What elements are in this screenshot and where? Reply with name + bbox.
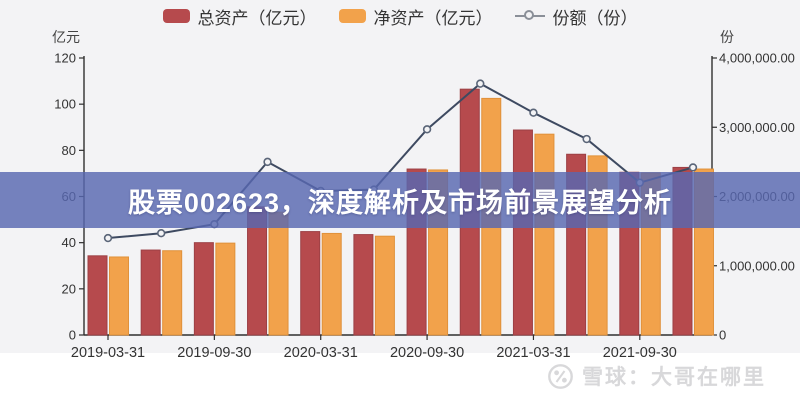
svg-text:120: 120 (54, 51, 76, 66)
share-line-marker-icon (514, 9, 545, 23)
bar (321, 232, 342, 336)
svg-text:份: 份 (720, 29, 734, 45)
bar (374, 235, 395, 336)
bar (300, 231, 321, 336)
bar (162, 250, 183, 336)
title-banner: 股票002623，深度解析及市场前景展望分析 (0, 172, 800, 228)
share-line-marker-icon (422, 125, 432, 134)
x-axis-labels: 2019-03-31 2019-09-30 2020-03-31 2020-09-30… (71, 335, 677, 361)
share-line-marker-icon (103, 233, 113, 243)
svg-text:0: 0 (69, 328, 76, 343)
svg-text:2019-03-31: 2019-03-31 (71, 345, 145, 361)
svg-text:100: 100 (54, 97, 76, 112)
legend-label: 总资产（亿元） (197, 8, 317, 28)
bar (534, 133, 555, 336)
svg-text:40: 40 (62, 235, 76, 250)
share-line-marker-icon (582, 134, 591, 144)
bar (215, 242, 236, 336)
bar (268, 211, 289, 336)
bar (353, 234, 374, 336)
bar (512, 129, 533, 336)
svg-text:0: 0 (719, 328, 726, 343)
banner-title-text: 股票002623，深度解析及市场前景展望分析 (127, 187, 673, 218)
svg-text:2020-03-31: 2020-03-31 (284, 345, 358, 361)
xueqiu-snowball-icon (548, 363, 573, 389)
svg-text:2020-09-30: 2020-09-30 (390, 345, 464, 361)
share-line-marker-icon (529, 108, 538, 117)
share-line-marker-icon (156, 229, 166, 238)
svg-text:4,000,000.00: 4,000,000.00 (719, 51, 795, 66)
svg-text:3,000,000.00: 3,000,000.00 (719, 120, 795, 135)
bar (193, 242, 214, 336)
share-line-marker-icon (688, 163, 698, 172)
bar (109, 256, 129, 336)
svg-text:80: 80 (62, 143, 76, 158)
svg-text:20: 20 (62, 281, 76, 296)
watermark: 雪球：大哥在哪里 (547, 362, 766, 390)
bar (140, 249, 161, 336)
legend-item-net-assets: 净资产（亿元） (338, 4, 493, 29)
legend-label: 份额（份） (552, 8, 638, 28)
legend-label: 净资产（亿元） (373, 8, 493, 28)
svg-text:2019-09-30: 2019-09-30 (177, 345, 251, 361)
legend-item-total-assets: 总资产（亿元） (162, 4, 317, 29)
svg-text:1,000,000.00: 1,000,000.00 (719, 258, 795, 273)
chart-legend: 总资产（亿元） 净资产（亿元） 份额（份） (0, 3, 800, 29)
share-line-marker-icon (476, 79, 485, 88)
total-assets-swatch-icon (162, 9, 190, 23)
net-assets-swatch-icon (338, 9, 366, 23)
svg-text:2021-03-31: 2021-03-31 (496, 345, 570, 361)
svg-text:亿元: 亿元 (52, 29, 80, 45)
bar (87, 255, 108, 336)
svg-text:2021-09-30: 2021-09-30 (603, 345, 677, 361)
legend-item-share: 份额（份） (514, 4, 638, 29)
share-line-marker-icon (263, 157, 272, 167)
watermark-text: 雪球：大哥在哪里 (582, 366, 766, 389)
